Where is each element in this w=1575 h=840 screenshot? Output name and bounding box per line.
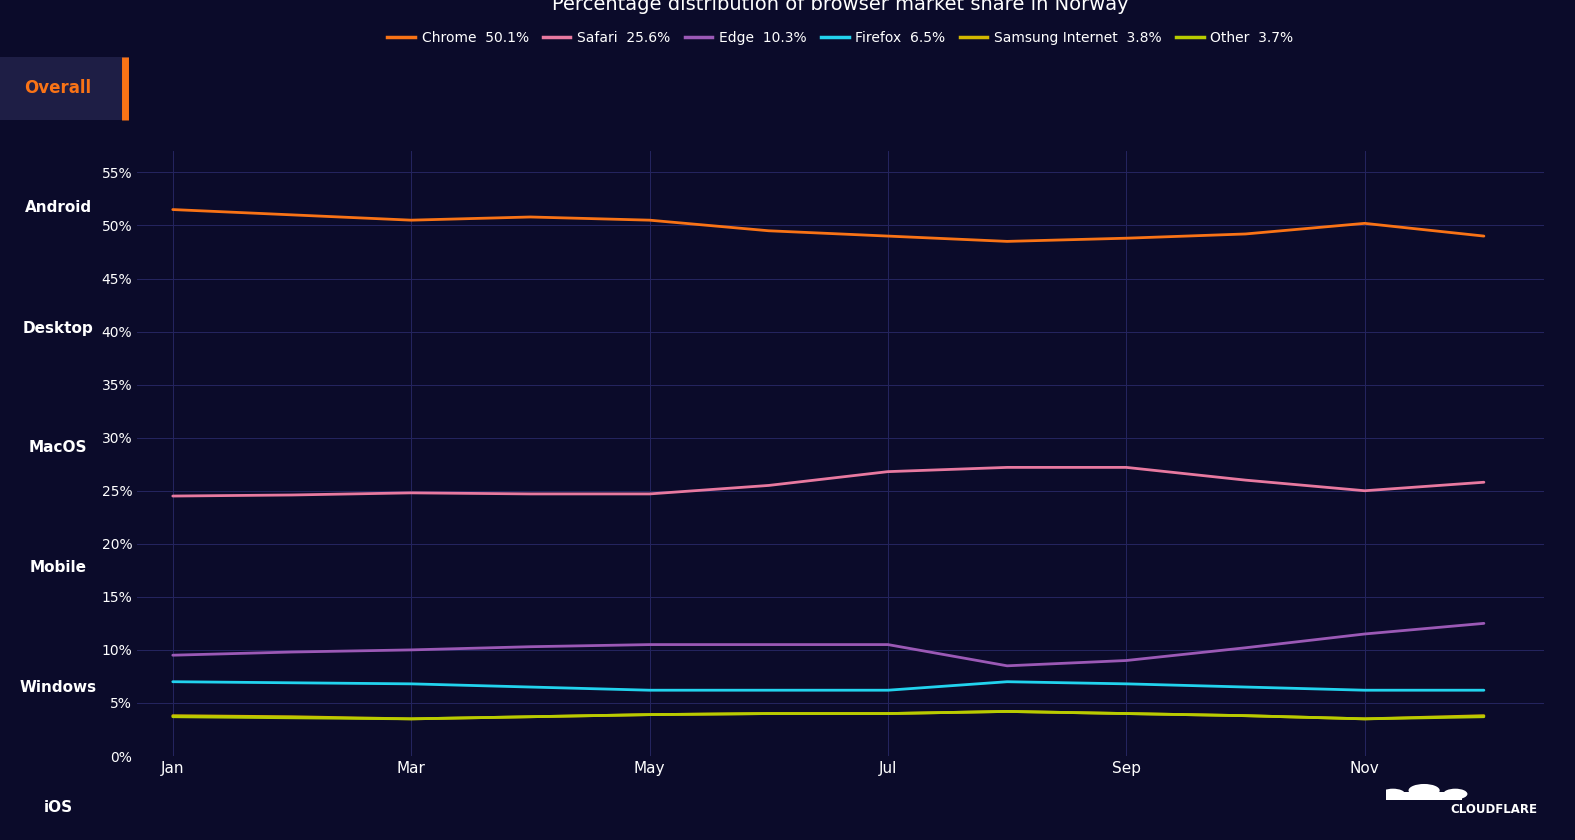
Ellipse shape: [1443, 789, 1468, 800]
Text: Windows: Windows: [19, 680, 96, 696]
Text: Android: Android: [25, 201, 91, 216]
Bar: [1386, 792, 1462, 801]
Text: Mobile: Mobile: [30, 560, 87, 575]
Text: MacOS: MacOS: [28, 440, 87, 455]
Text: Overall: Overall: [25, 79, 91, 97]
Text: CLOUDFLARE: CLOUDFLARE: [1451, 803, 1537, 816]
Ellipse shape: [1408, 784, 1440, 797]
Ellipse shape: [1381, 789, 1405, 800]
Text: Percentage distribution of browser market share in Norway: Percentage distribution of browser marke…: [551, 0, 1129, 13]
Text: iOS: iOS: [44, 801, 72, 816]
Legend: Chrome  50.1%, Safari  25.6%, Edge  10.3%, Firefox  6.5%, Samsung Internet  3.8%: Chrome 50.1%, Safari 25.6%, Edge 10.3%, …: [381, 25, 1299, 50]
Bar: [0, 56, 129, 119]
Text: Desktop: Desktop: [22, 321, 93, 335]
